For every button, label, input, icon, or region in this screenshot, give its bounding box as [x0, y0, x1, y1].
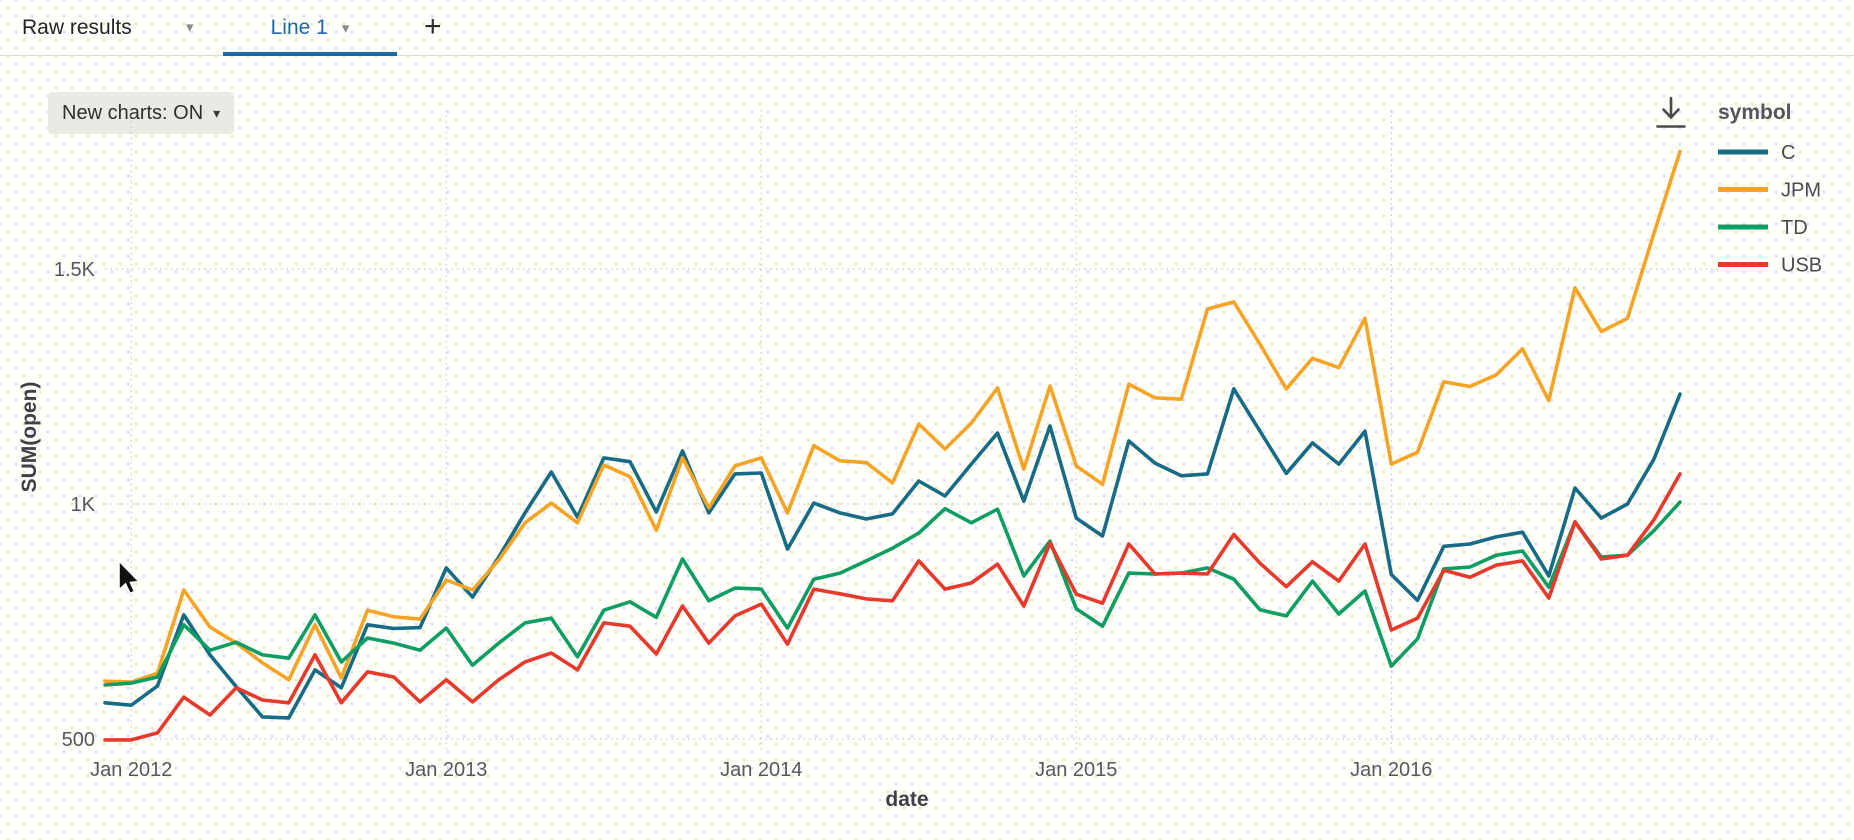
legend-title: symbol: [1718, 101, 1792, 124]
legend-item-USB[interactable]: USB: [1718, 255, 1822, 277]
x-tick-label: Jan 2015: [1035, 759, 1117, 781]
chevron-down-icon[interactable]: ▾: [186, 19, 194, 36]
chevron-down-icon: ▾: [341, 20, 350, 37]
legend-label-C: C: [1781, 142, 1795, 164]
legend-label-JPM: JPM: [1781, 180, 1821, 202]
x-tick-label: Jan 2014: [720, 759, 802, 781]
add-chart-tab-button[interactable]: +: [424, 10, 442, 43]
tab-raw-results[interactable]: Raw results: [22, 16, 132, 39]
legend-item-JPM[interactable]: JPM: [1718, 180, 1821, 202]
y-axis-title: SUM(open): [18, 382, 41, 493]
mouse-cursor: [118, 559, 141, 595]
tab-bar: Raw results ▾ Line 1 ▾ +: [0, 0, 1854, 56]
tab-line-1[interactable]: Line 1 ▾: [223, 0, 397, 56]
y-tick-label: 1.5K: [54, 259, 96, 281]
x-tick-label: Jan 2012: [90, 759, 172, 781]
tab-line-1-label: Line 1: [270, 16, 328, 39]
series-line-USB: [103, 472, 1682, 742]
series-line-TD: [103, 500, 1682, 687]
download-icon-part: [1662, 108, 1680, 119]
legend-item-C[interactable]: C: [1718, 142, 1795, 164]
new-charts-toggle[interactable]: New charts: ON ▾: [48, 92, 235, 134]
download-icon[interactable]: [1656, 96, 1686, 128]
series-line-JPM: [103, 149, 1682, 684]
chevron-down-icon: ▾: [213, 104, 221, 121]
active-tab-underline: [223, 52, 397, 56]
x-tick-label: Jan 2016: [1350, 759, 1432, 781]
legend-item-TD[interactable]: TD: [1718, 217, 1808, 239]
new-charts-toggle-label: New charts: ON: [62, 101, 204, 124]
y-tick-label: 500: [62, 729, 95, 751]
x-tick-label: Jan 2013: [405, 759, 487, 781]
x-axis-title: date: [885, 788, 928, 811]
series-line-C: [103, 387, 1682, 720]
legend-label-TD: TD: [1781, 217, 1808, 239]
legend-label-USB: USB: [1781, 255, 1822, 277]
y-tick-label: 1K: [71, 494, 96, 516]
